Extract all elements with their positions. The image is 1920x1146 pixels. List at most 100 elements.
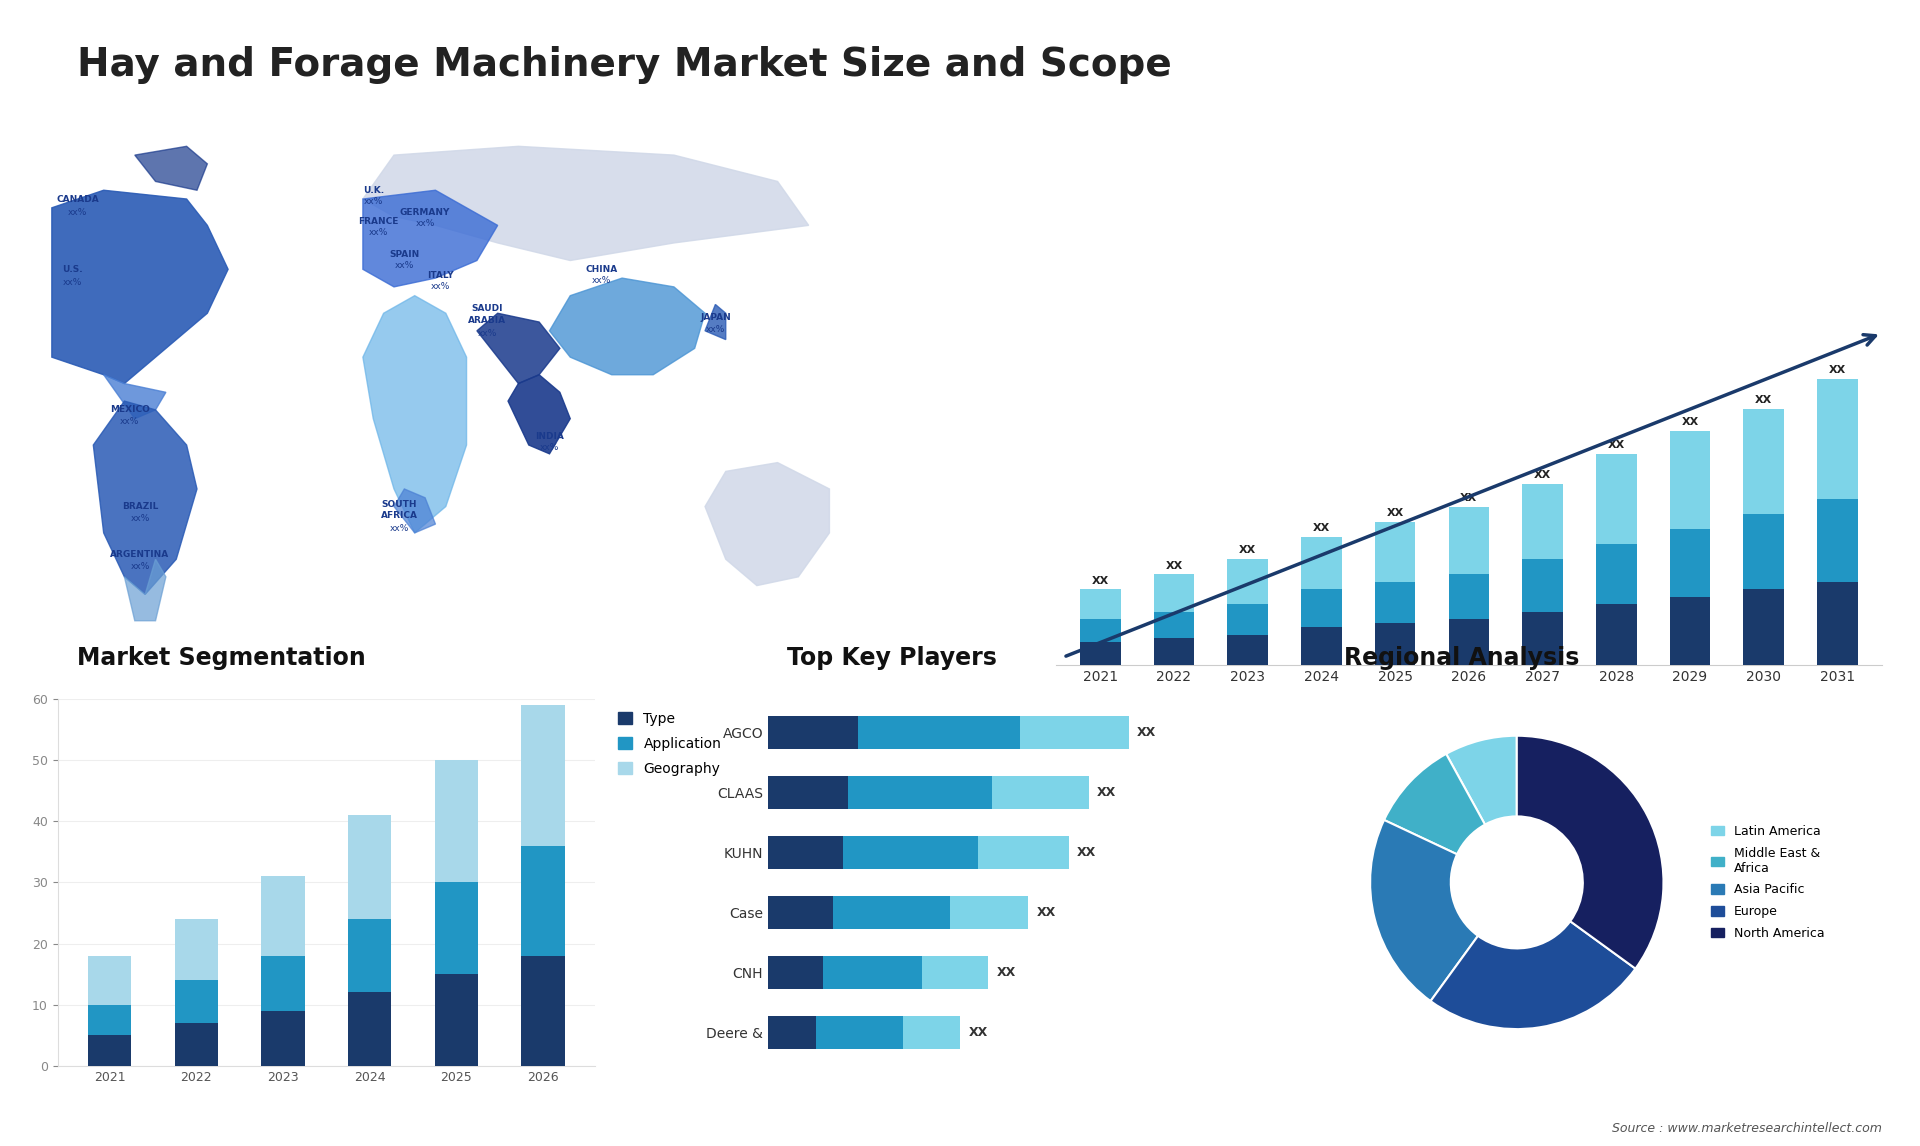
Bar [1670, 597, 1711, 665]
Bar [1375, 521, 1415, 582]
Bar [1816, 582, 1859, 665]
Wedge shape [1371, 821, 1478, 1002]
Bar [1670, 529, 1711, 597]
Bar [1596, 544, 1636, 604]
Bar [950, 896, 1029, 929]
Bar [522, 705, 564, 846]
Bar [1375, 582, 1415, 623]
Bar [1227, 559, 1267, 604]
Legend: Type, Application, Geography: Type, Application, Geography [612, 706, 728, 782]
Bar [522, 846, 564, 956]
Text: XX: XX [1238, 545, 1256, 556]
Bar [348, 815, 392, 919]
Text: ITALY: ITALY [428, 272, 453, 280]
Bar [843, 835, 979, 869]
Bar [261, 877, 305, 956]
Text: XX: XX [1461, 493, 1476, 503]
Polygon shape [549, 278, 705, 375]
Text: SOUTH: SOUTH [382, 500, 417, 509]
Text: XX: XX [1386, 508, 1404, 518]
Bar [816, 1017, 902, 1049]
Text: XX: XX [1607, 440, 1624, 450]
Text: INDIA: INDIA [536, 432, 564, 441]
Text: MARKET: MARKET [1738, 58, 1786, 69]
Bar [88, 956, 131, 1005]
Text: xx%: xx% [63, 278, 83, 288]
Text: XX: XX [996, 966, 1016, 979]
Bar [1154, 638, 1194, 665]
Text: XX: XX [1755, 395, 1772, 405]
Text: xx%: xx% [363, 197, 382, 206]
Bar [1816, 499, 1859, 582]
Text: U.K.: U.K. [363, 186, 384, 195]
Bar [1596, 604, 1636, 665]
Text: XX: XX [1037, 906, 1056, 919]
Text: Regional Analysis: Regional Analysis [1344, 646, 1580, 670]
Text: xx%: xx% [430, 283, 451, 291]
Wedge shape [1430, 921, 1636, 1029]
Bar [1079, 589, 1121, 620]
Bar [824, 956, 922, 989]
Text: xx%: xx% [591, 276, 611, 285]
Bar [1227, 604, 1267, 635]
Text: XX: XX [1092, 575, 1110, 586]
Polygon shape [476, 313, 561, 384]
Bar [1448, 507, 1490, 574]
Text: CHINA: CHINA [586, 265, 618, 274]
Polygon shape [705, 463, 829, 586]
Text: Market Segmentation: Market Segmentation [77, 646, 365, 670]
Text: xx%: xx% [131, 513, 150, 523]
Polygon shape [134, 147, 207, 190]
Text: GERMANY: GERMANY [399, 207, 451, 217]
Bar [858, 716, 1020, 748]
Bar [1596, 454, 1636, 544]
Bar [993, 776, 1089, 809]
Bar [1670, 431, 1711, 529]
Text: INTELLECT: INTELLECT [1738, 103, 1799, 113]
Polygon shape [705, 305, 726, 339]
Text: XX: XX [1137, 725, 1156, 739]
Bar [768, 896, 833, 929]
Bar [1743, 409, 1784, 515]
Bar [1302, 536, 1342, 589]
Bar [1302, 589, 1342, 627]
Bar [175, 1023, 219, 1066]
Text: SAUDI: SAUDI [472, 305, 503, 314]
Bar [979, 835, 1069, 869]
Text: xx%: xx% [131, 562, 150, 571]
Bar [88, 1005, 131, 1035]
Bar [1154, 574, 1194, 612]
Bar [175, 919, 219, 980]
Bar [1020, 716, 1129, 748]
Bar [1079, 642, 1121, 665]
Text: BRAZIL: BRAZIL [121, 502, 157, 511]
Bar [1816, 378, 1859, 499]
Text: xx%: xx% [369, 228, 388, 237]
Polygon shape [363, 190, 497, 286]
Bar [1079, 620, 1121, 642]
Text: XX: XX [1828, 364, 1845, 375]
Text: JAPAN: JAPAN [701, 313, 732, 322]
Text: XX: XX [1534, 470, 1551, 480]
Text: CANADA: CANADA [56, 195, 100, 204]
Legend: Latin America, Middle East &
Africa, Asia Pacific, Europe, North America: Latin America, Middle East & Africa, Asi… [1707, 819, 1830, 945]
Wedge shape [1517, 736, 1663, 968]
Bar [434, 760, 478, 882]
Bar [922, 956, 989, 989]
Text: XX: XX [1096, 786, 1116, 799]
Bar [261, 1011, 305, 1066]
Bar [833, 896, 950, 929]
Bar [1523, 612, 1563, 665]
Text: MEXICO: MEXICO [109, 406, 150, 415]
Polygon shape [394, 489, 436, 533]
Bar [768, 1017, 816, 1049]
Text: RESEARCH: RESEARCH [1738, 81, 1799, 91]
Bar [1375, 623, 1415, 665]
Bar [902, 1017, 960, 1049]
Bar [88, 1035, 131, 1066]
Bar [768, 716, 858, 748]
Text: FRANCE: FRANCE [359, 217, 399, 226]
Text: SPAIN: SPAIN [390, 250, 419, 259]
Text: Top Key Players: Top Key Players [787, 646, 996, 670]
Bar [1448, 620, 1490, 665]
